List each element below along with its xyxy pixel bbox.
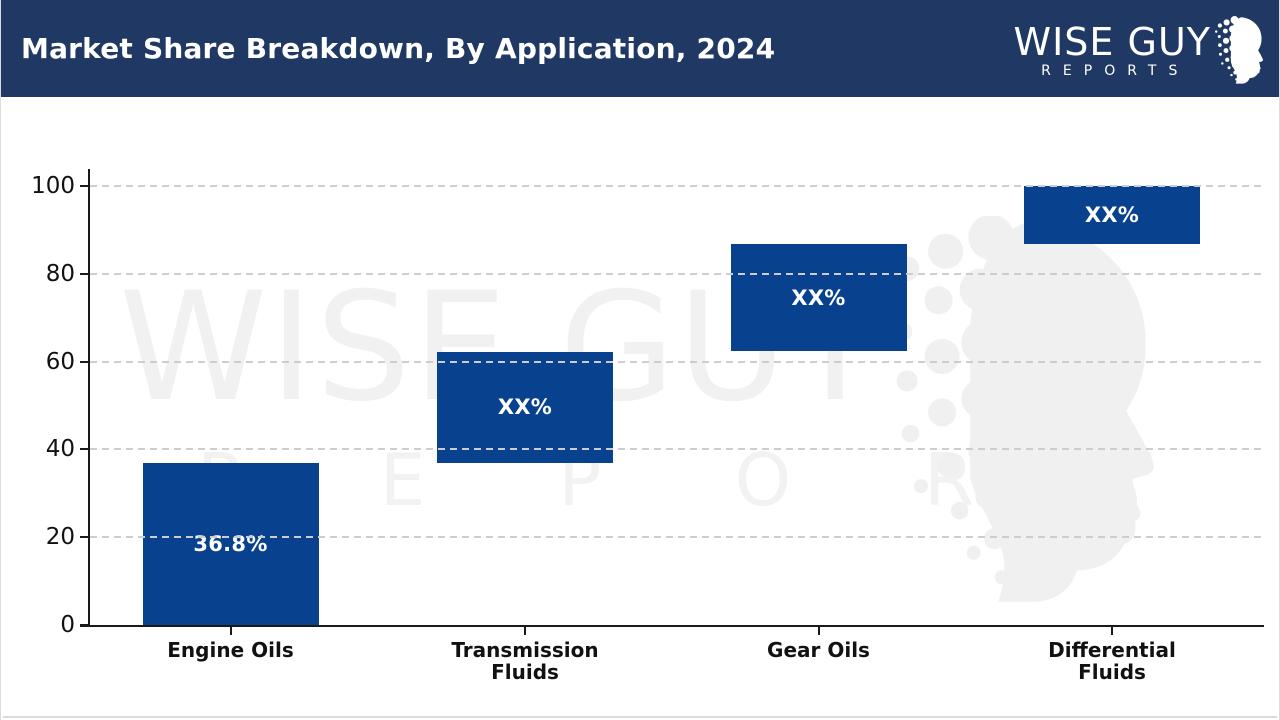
x-tick-transmission-fluids <box>524 627 526 635</box>
gridline-40 <box>90 448 1263 451</box>
logo-wordmark-line2: REPORTS <box>1041 63 1190 79</box>
header-bar: Market Share Breakdown, By Application, … <box>1 0 1279 97</box>
y-tick-label-0: 0 <box>60 612 75 638</box>
y-tick-20 <box>80 536 89 539</box>
logo-wordmark-line1: WISE GUY <box>1013 20 1211 64</box>
brand-logo: WISE GUY REPORTS <box>1005 8 1267 92</box>
gridline-80 <box>90 272 1263 275</box>
y-tick-0 <box>80 624 89 626</box>
bar-engine-oils: 36.8% <box>142 463 319 625</box>
x-label-engine-oils: Engine Oils <box>167 638 294 662</box>
gridline-60 <box>90 360 1263 363</box>
x-tick-differential-fluids <box>1111 627 1113 635</box>
logo-wordmark: WISE GUY REPORTS <box>1014 22 1211 79</box>
y-tick-100 <box>80 185 89 187</box>
bar-value-label: XX% <box>497 395 553 420</box>
x-label-gear-oils: Gear Oils <box>767 638 870 662</box>
y-tick-label-60: 60 <box>45 348 75 375</box>
bar-value-label: XX% <box>1084 202 1140 227</box>
y-tick-label-80: 80 <box>45 260 75 287</box>
y-tick-40 <box>80 448 89 451</box>
x-axis-line <box>80 625 1264 627</box>
y-tick-label-20: 20 <box>45 524 75 551</box>
y-tick-80 <box>80 272 89 275</box>
bottom-border-line <box>3 716 1277 718</box>
gridline-20 <box>90 536 1263 539</box>
y-tick-60 <box>80 360 89 363</box>
x-tick-engine-oils <box>229 627 232 635</box>
x-label-differential-fluids: Differential Fluids <box>1048 638 1176 684</box>
x-tick-gear-oils <box>817 627 820 635</box>
bar-value-label: XX% <box>791 285 846 310</box>
y-tick-label-40: 40 <box>45 436 75 463</box>
y-axis-line <box>88 169 90 627</box>
chart-title: Market Share Breakdown, By Application, … <box>21 32 776 65</box>
x-label-transmission-fluids: Transmission Fluids <box>451 638 599 684</box>
y-tick-label-100: 100 <box>31 173 75 199</box>
bar-transmission-fluids: XX% <box>437 351 613 464</box>
bar-differential-fluids: XX% <box>1024 186 1200 244</box>
bar-gear-oils: XX% <box>730 243 907 352</box>
gridline-100 <box>90 185 1263 187</box>
